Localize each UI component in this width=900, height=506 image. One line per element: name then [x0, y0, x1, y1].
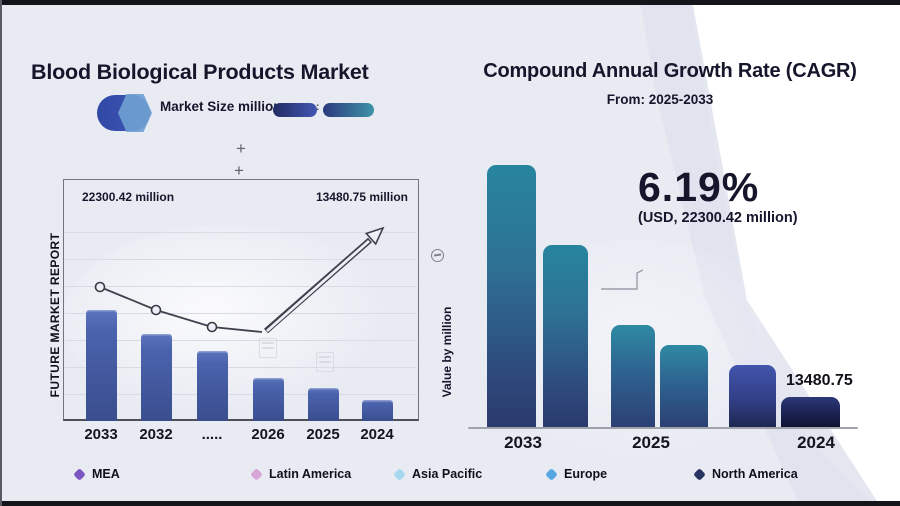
bar — [487, 165, 536, 428]
legend-dot-icon — [545, 467, 558, 481]
min-value-annotation: 13480.75 million — [315, 190, 408, 204]
x-axis-label: 2025 — [632, 433, 670, 452]
legend-label: North America — [712, 467, 798, 481]
pill-separator: : — [316, 102, 320, 113]
x-axis-label: 2026 — [251, 426, 285, 443]
market-size-icon — [97, 94, 152, 132]
market-size-label: Market Size million — [160, 99, 282, 114]
x-axis-label: 2024 — [360, 426, 394, 443]
legend-item: North America — [693, 467, 798, 481]
bar — [141, 334, 172, 421]
callout-value: 13480.75 — [786, 372, 853, 389]
gradient-pill-icon-2 — [323, 103, 374, 117]
bar — [660, 345, 708, 428]
right-chart-axis — [468, 427, 858, 429]
x-axis-label: 2032 — [139, 426, 173, 443]
bar — [308, 388, 339, 421]
circle-minus-icon — [431, 249, 444, 262]
legend-label: MEA — [92, 467, 120, 481]
x-axis-label: 2025 — [306, 426, 340, 443]
legend-dot-icon — [393, 467, 406, 481]
watermark-document-icon — [316, 352, 334, 372]
watermark-document-icon — [259, 338, 277, 358]
gridlines — [65, 206, 417, 403]
legend-label: Asia Pacific — [412, 467, 483, 481]
top-edge-bar — [0, 0, 900, 5]
left-chart-title: Blood Biological Products Market — [31, 60, 369, 84]
plus-mark-icon: + — [234, 161, 244, 180]
plus-mark-icon: + — [236, 139, 246, 158]
value-by-million-label: Value by million — [440, 306, 454, 398]
bar — [197, 351, 228, 421]
trend-line-and-arrow — [94, 226, 385, 334]
bar — [253, 378, 284, 421]
x-axis-label: 2033 — [504, 433, 542, 452]
legend-label: Europe — [564, 467, 608, 481]
bar — [362, 400, 393, 421]
bar — [86, 310, 117, 421]
bar — [543, 245, 588, 428]
legend-dot-icon — [250, 467, 263, 481]
max-value-annotation: 22300.42 million — [82, 190, 175, 204]
legend-dot-icon — [693, 467, 706, 481]
step-bracket-decoration — [601, 269, 644, 290]
cagr-note: (USD, 22300.42 million) — [638, 210, 798, 226]
x-axis-label: ..... — [201, 426, 223, 443]
bottom-edge-bar — [0, 501, 900, 506]
future-market-report-label: FUTURE MARKET REPORT — [48, 232, 62, 398]
x-axis-label: 2024 — [797, 433, 835, 452]
left-edge-bar — [0, 0, 2, 506]
cagr-value: 6.19% — [638, 164, 760, 210]
bar — [611, 325, 655, 428]
legend-item: Latin America — [250, 467, 352, 481]
bar — [781, 397, 840, 428]
legend-label: Latin America — [269, 467, 352, 481]
legend-item: Europe — [545, 467, 608, 481]
bar — [729, 365, 776, 428]
right-chart-title: Compound Annual Growth Rate (CAGR) — [483, 60, 857, 82]
left-chart-panel: 22300.42 million 13480.75 million — [63, 179, 419, 421]
legend-item: Asia Pacific — [393, 467, 483, 481]
x-axis-label: 2033 — [84, 426, 118, 443]
legend-dot-icon — [73, 467, 86, 481]
legend-item: MEA — [73, 467, 120, 481]
gradient-pill-icon-1 — [273, 103, 317, 117]
right-chart-subtitle: From: 2025-2033 — [606, 92, 714, 107]
